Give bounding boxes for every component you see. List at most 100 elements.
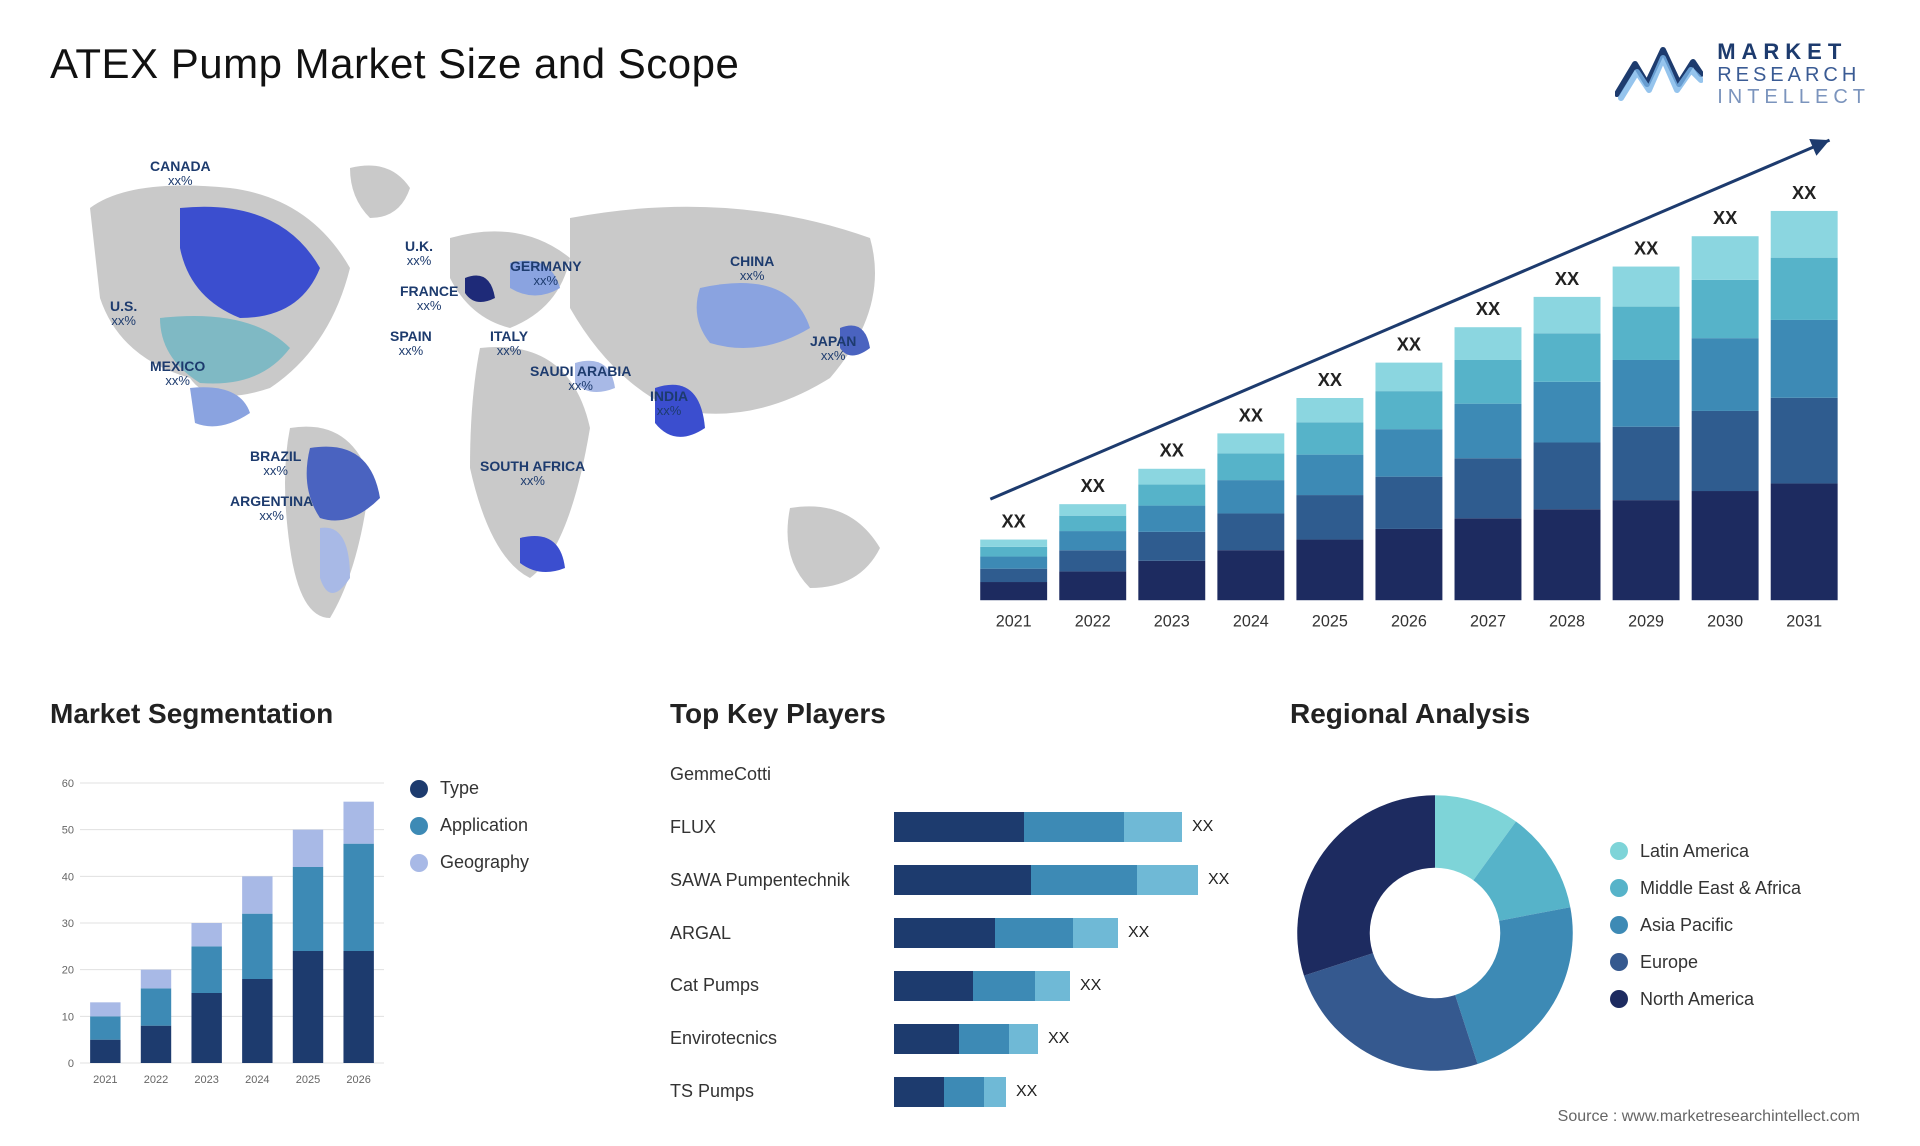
svg-text:2022: 2022 [144, 1074, 168, 1086]
map-label: BRAZILxx% [250, 448, 301, 479]
brand-logo-line2: RESEARCH [1717, 64, 1870, 86]
page-title: ATEX Pump Market Size and Scope [50, 40, 739, 88]
player-bar-wrap: XX [894, 918, 1250, 948]
regional-legend-item: Asia Pacific [1610, 915, 1870, 936]
player-value: XX [1080, 977, 1101, 995]
player-row: FLUXXX [670, 808, 1250, 846]
svg-text:20: 20 [62, 965, 74, 977]
source-attribution: Source : www.marketresearchintellect.com [1558, 1108, 1860, 1126]
player-bar-segment [894, 918, 995, 948]
player-bar [894, 812, 1182, 842]
map-label-country: U.S. [110, 298, 137, 314]
map-label-country: BRAZIL [250, 448, 301, 464]
player-bar-segment [1073, 918, 1118, 948]
player-row: GemmeCotti [670, 756, 1250, 794]
map-label-pct: xx% [490, 344, 528, 359]
legend-label: Middle East & Africa [1640, 878, 1801, 899]
map-label: JAPANxx% [810, 333, 856, 364]
player-row: Cat Pumps XX [670, 967, 1250, 1005]
player-name: FLUX [670, 817, 880, 838]
player-bar-wrap: XX [894, 865, 1250, 895]
map-label: INDIAxx% [650, 388, 688, 419]
legend-swatch [1610, 842, 1628, 860]
player-bar-segment [1009, 1024, 1038, 1054]
legend-label: Type [440, 778, 479, 799]
player-row: SAWA PumpentechnikXX [670, 861, 1250, 899]
players-title: Top Key Players [670, 698, 1250, 730]
map-label-pct: xx% [530, 379, 631, 394]
map-label-pct: xx% [230, 509, 313, 524]
map-label: GERMANYxx% [510, 258, 582, 289]
map-label-pct: xx% [150, 174, 211, 189]
map-label: SAUDI ARABIAxx% [530, 363, 631, 394]
legend-label: Application [440, 815, 528, 836]
growth-bar-label: XX [1318, 370, 1342, 390]
segmentation-legend-item: Application [410, 815, 630, 836]
growth-bar-label: XX [1239, 405, 1263, 425]
segmentation-title: Market Segmentation [50, 698, 630, 730]
map-label-country: FRANCE [400, 283, 458, 299]
growth-year-label: 2023 [1154, 613, 1190, 631]
legend-label: North America [1640, 989, 1754, 1010]
legend-swatch [1610, 990, 1628, 1008]
brand-logo-line3: INTELLECT [1717, 86, 1870, 108]
svg-text:30: 30 [62, 918, 74, 930]
player-bar-segment [894, 1024, 959, 1054]
map-label-country: U.K. [405, 238, 433, 254]
player-bar [894, 1024, 1038, 1054]
map-label-pct: xx% [650, 404, 688, 419]
brand-logo: MARKET RESEARCH INTELLECT [1615, 40, 1870, 108]
legend-swatch [1610, 916, 1628, 934]
growth-year-label: 2022 [1075, 613, 1111, 631]
player-value: XX [1208, 871, 1229, 889]
map-label-country: ITALY [490, 328, 528, 344]
world-map [50, 138, 920, 658]
growth-bar-label: XX [1397, 335, 1421, 355]
map-label-country: SPAIN [390, 328, 432, 344]
world-map-panel: CANADAxx%U.S.xx%MEXICOxx%BRAZILxx%ARGENT… [50, 138, 920, 658]
regional-title: Regional Analysis [1290, 698, 1870, 730]
map-label-country: SAUDI ARABIA [530, 363, 631, 379]
map-label: SOUTH AFRICAxx% [480, 458, 585, 489]
player-name: ARGAL [670, 923, 880, 944]
svg-text:10: 10 [62, 1012, 74, 1024]
legend-swatch [410, 780, 428, 798]
segmentation-panel: Market Segmentation 0102030405060 202120… [50, 698, 630, 1118]
map-label-pct: xx% [730, 269, 774, 284]
map-label: MEXICOxx% [150, 358, 205, 389]
player-bar-segment [1137, 865, 1198, 895]
brand-logo-mark [1615, 44, 1703, 104]
brand-logo-line1: MARKET [1717, 40, 1870, 64]
player-bar-segment [995, 918, 1073, 948]
growth-bar-label: XX [1555, 269, 1579, 289]
legend-label: Europe [1640, 952, 1698, 973]
legend-label: Latin America [1640, 841, 1749, 862]
player-bar-segment [894, 971, 973, 1001]
map-label-pct: xx% [510, 274, 582, 289]
player-value: XX [1128, 924, 1149, 942]
regional-panel: Regional Analysis Latin America Middle Ea… [1290, 698, 1870, 1118]
map-label: FRANCExx% [400, 283, 458, 314]
player-bar-segment [1035, 971, 1070, 1001]
player-name: Cat Pumps [670, 975, 880, 996]
growth-bar-label: XX [1160, 441, 1184, 461]
segmentation-legend-item: Geography [410, 852, 630, 873]
player-bar-segment [984, 1077, 1006, 1107]
growth-year-label: 2026 [1391, 613, 1427, 631]
map-label-country: INDIA [650, 388, 688, 404]
growth-bar-label: XX [1634, 239, 1658, 259]
svg-text:60: 60 [62, 778, 74, 790]
player-bar-wrap: XX [894, 1077, 1250, 1107]
growth-bar-label: XX [1002, 512, 1026, 532]
svg-text:40: 40 [62, 872, 74, 884]
map-label-country: GERMANY [510, 258, 582, 274]
growth-year-label: 2031 [1786, 613, 1822, 631]
growth-year-label: 2028 [1549, 613, 1585, 631]
player-bar-segment [959, 1024, 1009, 1054]
svg-text:2025: 2025 [296, 1074, 320, 1086]
regional-legend-item: North America [1610, 989, 1870, 1010]
player-row: EnvirotecnicsXX [670, 1020, 1250, 1058]
player-bar-segment [973, 971, 1035, 1001]
regional-legend-item: Latin America [1610, 841, 1870, 862]
growth-year-label: 2024 [1233, 613, 1269, 631]
